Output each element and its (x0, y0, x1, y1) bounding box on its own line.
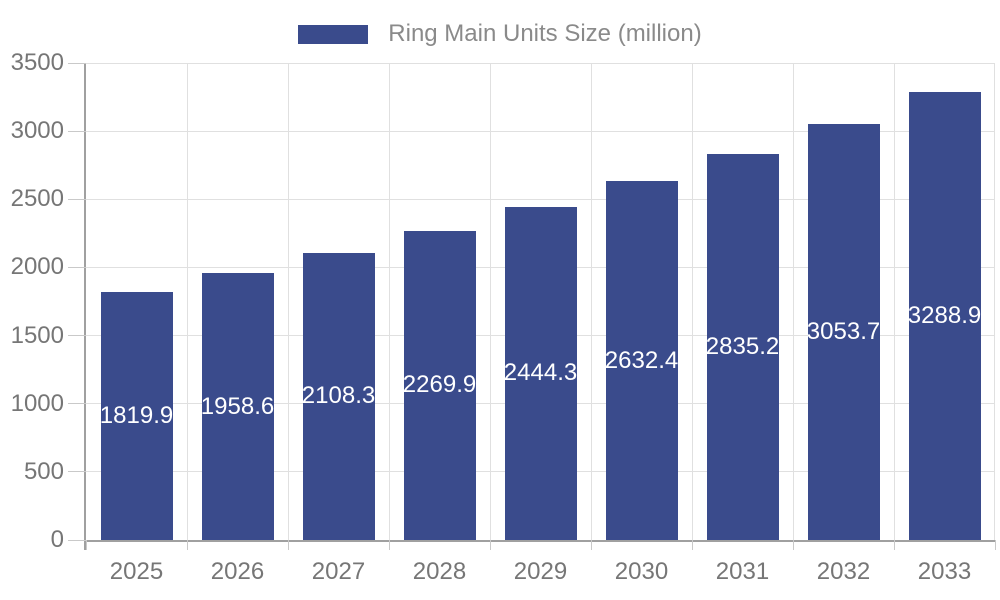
legend-label: Ring Main Units Size (million) (388, 20, 702, 47)
gridline-vertical (692, 63, 693, 540)
gridline-horizontal (86, 130, 995, 132)
y-axis-tick-label: 0 (50, 526, 64, 553)
bar-value-label: 2444.3 (503, 359, 578, 387)
gridline-vertical (288, 63, 289, 540)
x-axis-tick-label: 2030 (614, 558, 669, 585)
x-axis-tick (490, 540, 491, 550)
bar-value-label: 2108.3 (301, 382, 376, 410)
gridline-vertical (490, 63, 491, 540)
gridline-vertical (187, 63, 188, 540)
bar-value-label: 1958.6 (200, 392, 275, 420)
x-axis-tick (995, 540, 996, 550)
bar[interactable] (706, 153, 779, 540)
x-axis-tick-label: 2026 (210, 558, 265, 585)
bar[interactable] (605, 181, 678, 540)
x-axis-line (84, 540, 995, 542)
x-axis-tick-label: 2031 (715, 558, 770, 585)
bar-value-label: 3053.7 (806, 317, 881, 345)
y-axis-tick-label: 500 (23, 457, 64, 485)
y-axis-tick (68, 335, 86, 337)
y-axis-tick (68, 403, 86, 405)
bar-value-label: 2632.4 (604, 346, 679, 374)
gridline-horizontal (86, 62, 995, 64)
legend-item[interactable]: Ring Main Units Size (million) (0, 19, 1000, 49)
y-axis-tick-label: 1500 (10, 321, 64, 349)
bar[interactable] (908, 91, 981, 540)
x-axis-tick-label: 2033 (917, 558, 972, 585)
bar-value-label: 2835.2 (705, 332, 780, 360)
bar[interactable] (302, 252, 375, 540)
gridline-vertical (591, 63, 592, 540)
x-axis-tick (86, 540, 87, 550)
gridline-vertical (994, 63, 995, 540)
x-axis-tick (288, 540, 289, 550)
x-axis-tick-label: 2025 (109, 558, 164, 585)
gridline-vertical (793, 63, 794, 540)
y-axis-line (84, 63, 86, 550)
bar-value-label: 2269.9 (402, 371, 477, 399)
bar[interactable] (201, 273, 274, 540)
x-axis-tick (187, 540, 188, 550)
x-axis-tick (793, 540, 794, 550)
y-axis-tick (68, 539, 86, 541)
y-axis-tick-label: 2500 (10, 185, 64, 213)
legend-swatch (298, 24, 369, 44)
y-axis-tick-label: 1000 (10, 389, 64, 417)
y-axis-tick-label: 3000 (10, 117, 64, 145)
gridline-horizontal (86, 198, 995, 200)
gridline-vertical (389, 63, 390, 540)
y-axis-tick (68, 471, 86, 473)
gridline-vertical (894, 63, 895, 540)
x-axis-tick-label: 2027 (311, 558, 366, 585)
x-axis-tick (591, 540, 592, 550)
x-axis-tick (389, 540, 390, 550)
x-axis-tick (894, 540, 895, 550)
y-axis-tick-label: 3500 (10, 49, 64, 76)
bar-value-label: 1819.9 (99, 401, 174, 429)
x-axis-tick (692, 540, 693, 550)
x-axis-tick-label: 2029 (513, 558, 568, 585)
y-axis-tick (68, 62, 86, 64)
y-axis-tick (68, 266, 86, 268)
y-axis-tick (68, 130, 86, 132)
bar-value-label: 3288.9 (907, 301, 982, 329)
bar[interactable] (504, 206, 577, 540)
y-axis-tick-label: 2000 (10, 253, 64, 281)
bar[interactable] (100, 291, 173, 540)
bar[interactable] (403, 230, 476, 540)
y-axis-tick (68, 198, 86, 200)
x-axis-tick-label: 2032 (816, 558, 871, 585)
x-axis-tick-label: 2028 (412, 558, 467, 585)
plot-area: 1819.9 1958.6 2108.3 2269.9 2444.3 2632.4 2835… (86, 62, 995, 540)
bar[interactable] (807, 123, 880, 540)
